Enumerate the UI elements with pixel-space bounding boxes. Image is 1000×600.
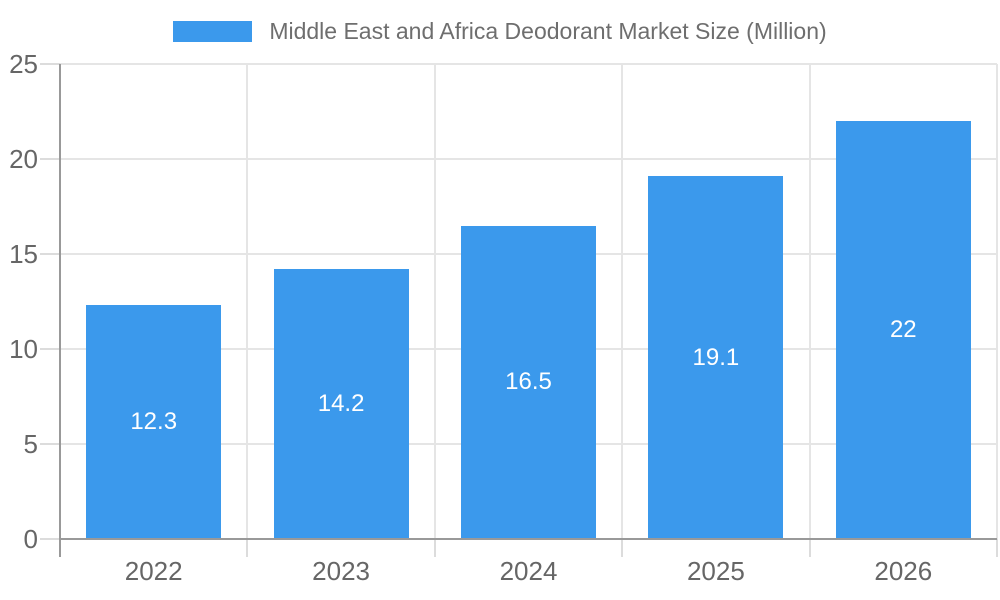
x-tick-3 [621,539,624,557]
x-tick-label-2026: 2026 [874,556,933,586]
y-tick-10 [40,348,60,350]
y-tick-label-15: 15 [9,239,38,269]
x-tick-1 [246,539,249,557]
bar-2024[interactable]: 16.5 [461,225,596,539]
legend-color-swatch [173,21,253,42]
bar-value-label-2024: 16.5 [505,368,552,396]
gridline-x-boundary-1 [246,64,249,539]
y-tick-label-25: 25 [9,49,38,79]
bar-2026[interactable]: 22 [835,121,971,539]
y-axis-line [59,64,61,557]
y-tick-label-5: 5 [23,429,38,459]
y-tick-label-10: 10 [9,334,38,364]
gridline-x-boundary-2 [433,64,436,539]
x-tick-5 [996,539,998,557]
x-tick-label-2024: 2024 [499,556,558,586]
y-tick-5 [40,443,60,445]
x-tick-4 [808,539,811,557]
gridline-x-boundary-5 [996,64,998,539]
gridline-x-boundary-3 [621,64,624,539]
bar-value-label-2022: 12.3 [130,408,178,436]
y-tick-0 [40,538,60,540]
y-tick-25 [40,63,60,65]
bar-value-label-2026: 22 [889,316,917,343]
chart-legend-item[interactable]: Middle East and Africa Deodorant Market … [0,18,1000,45]
x-tick-label-2025: 2025 [686,556,745,586]
bar-value-label-2025: 19.1 [692,343,740,371]
legend-series-label: Middle East and Africa Deodorant Market … [269,18,827,44]
x-axis-line [60,538,997,540]
x-tick-label-2022: 2022 [124,556,183,586]
bar-2025[interactable]: 19.1 [648,176,784,539]
bar-value-label-2023: 14.2 [317,390,365,418]
gridline-x-boundary-4 [808,64,811,539]
bar-2022[interactable]: 12.3 [86,305,222,539]
y-tick-15 [40,253,60,255]
plot-area: 12.3 14.2 16.5 19.1 22 [60,63,998,539]
x-tick-2 [433,539,436,557]
y-tick-label-20: 20 [9,144,38,174]
y-tick-20 [40,158,60,160]
y-tick-label-0: 0 [23,524,38,554]
bar-2023[interactable]: 14.2 [273,269,409,539]
gridline-y-25 [60,63,997,65]
x-tick-label-2023: 2023 [312,556,370,586]
